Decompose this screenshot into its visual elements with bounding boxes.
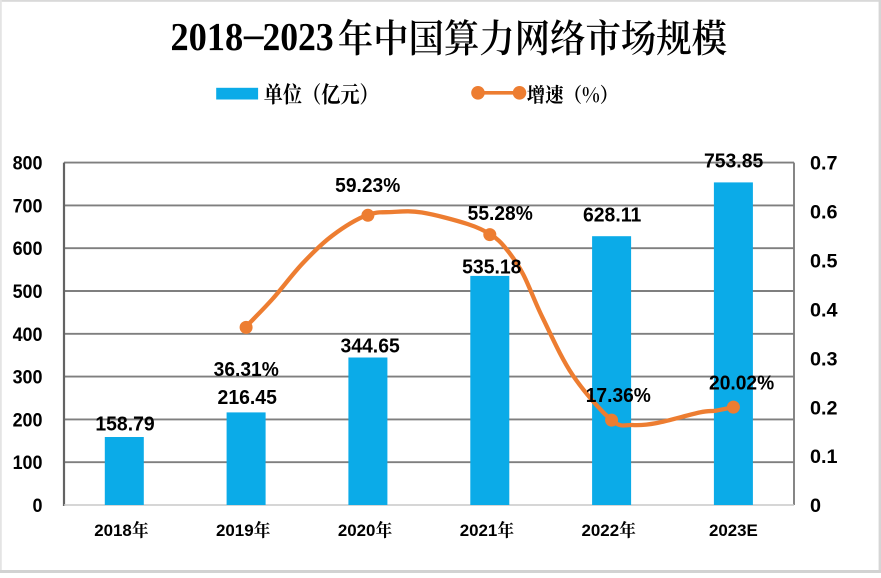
svg-text:2020: 2020 <box>338 521 376 540</box>
svg-text:17.36%: 17.36% <box>586 384 651 407</box>
svg-text:600: 600 <box>13 238 43 260</box>
svg-text:0.4: 0.4 <box>810 299 838 321</box>
svg-text:0.6: 0.6 <box>810 202 838 224</box>
svg-text:216.45: 216.45 <box>218 387 277 410</box>
svg-text:158.79: 158.79 <box>95 413 154 436</box>
svg-text:55.28%: 55.28% <box>468 202 533 225</box>
svg-text:0.5: 0.5 <box>810 251 838 273</box>
svg-text:535.18: 535.18 <box>462 256 521 279</box>
svg-text:400: 400 <box>13 323 43 345</box>
svg-text:344.65: 344.65 <box>340 335 399 358</box>
svg-text:2023E: 2023E <box>709 521 758 540</box>
svg-text:0.7: 0.7 <box>810 153 838 175</box>
svg-text:2021: 2021 <box>460 521 498 540</box>
svg-text:628.11: 628.11 <box>583 204 641 227</box>
svg-text:0.2: 0.2 <box>810 397 838 419</box>
svg-text:2022: 2022 <box>582 521 620 540</box>
svg-text:300: 300 <box>13 366 43 388</box>
svg-text:2018: 2018 <box>94 521 132 540</box>
svg-text:700: 700 <box>13 195 43 217</box>
svg-text:36.31%: 36.31% <box>214 358 279 381</box>
svg-text:500: 500 <box>13 280 43 302</box>
svg-text:0: 0 <box>810 495 821 517</box>
svg-text:800: 800 <box>13 152 43 174</box>
svg-text:100: 100 <box>13 452 43 474</box>
svg-text:0: 0 <box>33 494 43 516</box>
svg-text:2019: 2019 <box>216 521 254 540</box>
svg-text:200: 200 <box>13 409 43 431</box>
svg-text:0.3: 0.3 <box>810 348 838 370</box>
svg-text:59.23%: 59.23% <box>335 174 400 197</box>
svg-text:753.85: 753.85 <box>704 150 763 173</box>
svg-text:20.02%: 20.02% <box>709 372 774 395</box>
svg-text:0.1: 0.1 <box>810 446 838 468</box>
